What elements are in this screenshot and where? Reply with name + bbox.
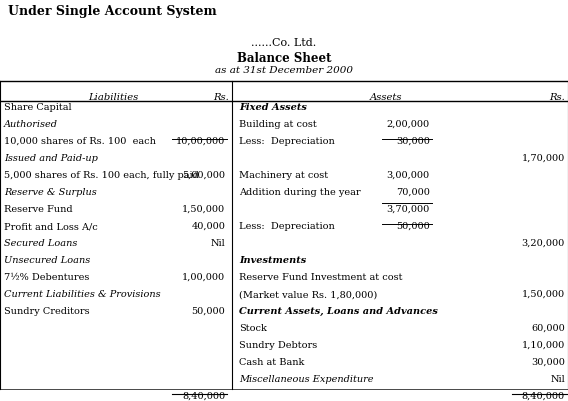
Text: Miscellaneous Expenditure: Miscellaneous Expenditure	[240, 374, 374, 383]
Text: 10,000 shares of Rs. 100  each: 10,000 shares of Rs. 100 each	[4, 137, 156, 146]
Text: Sundry Debtors: Sundry Debtors	[240, 340, 318, 349]
Text: 50,000: 50,000	[191, 306, 225, 315]
Text: 10,00,000: 10,00,000	[176, 137, 225, 146]
Text: Under Single Account System: Under Single Account System	[8, 5, 217, 18]
Text: 40,000: 40,000	[191, 222, 225, 231]
Text: 5,000 shares of Rs. 100 each, fully paid: 5,000 shares of Rs. 100 each, fully paid	[4, 171, 199, 180]
Text: as at 31st December 2000: as at 31st December 2000	[215, 66, 353, 75]
Text: 5,00,000: 5,00,000	[182, 171, 225, 180]
Text: Investments: Investments	[240, 255, 307, 265]
Text: Machinery at cost: Machinery at cost	[240, 171, 328, 180]
Text: 1,10,000: 1,10,000	[521, 340, 565, 349]
Text: 7½% Debentures: 7½% Debentures	[4, 272, 89, 282]
Text: Reserve & Surplus: Reserve & Surplus	[4, 188, 97, 196]
Text: 8,40,000: 8,40,000	[182, 391, 225, 400]
Text: Fixed Assets: Fixed Assets	[240, 103, 307, 112]
Text: ......Co. Ltd.: ......Co. Ltd.	[252, 38, 316, 48]
Text: 1,00,000: 1,00,000	[182, 272, 225, 282]
Text: 2,00,000: 2,00,000	[387, 120, 429, 129]
Text: Sundry Creditors: Sundry Creditors	[4, 306, 90, 315]
Text: 70,000: 70,000	[396, 188, 429, 196]
Text: 1,70,000: 1,70,000	[521, 154, 565, 163]
Text: Nil: Nil	[211, 239, 225, 247]
Text: 30,000: 30,000	[396, 137, 429, 146]
Text: Share Capital: Share Capital	[4, 103, 72, 112]
Text: Less:  Depreciation: Less: Depreciation	[240, 137, 335, 146]
Text: Current Assets, Loans and Advances: Current Assets, Loans and Advances	[240, 306, 438, 315]
Text: Assets: Assets	[370, 93, 403, 102]
Text: Less:  Depreciation: Less: Depreciation	[240, 222, 335, 231]
Text: Unsecured Loans: Unsecured Loans	[4, 255, 90, 265]
Text: Authorised: Authorised	[4, 120, 58, 129]
Text: 60,000: 60,000	[531, 323, 565, 332]
Text: 8,40,000: 8,40,000	[522, 391, 565, 400]
Text: 30,000: 30,000	[531, 357, 565, 366]
Text: 50,000: 50,000	[396, 222, 429, 231]
Text: 3,20,000: 3,20,000	[521, 239, 565, 247]
Text: 3,00,000: 3,00,000	[387, 171, 429, 180]
Text: Building at cost: Building at cost	[240, 120, 317, 129]
Text: Balance Sheet: Balance Sheet	[237, 52, 331, 65]
Text: Cash at Bank: Cash at Bank	[240, 357, 305, 366]
Text: 1,50,000: 1,50,000	[522, 290, 565, 298]
Text: 1,50,000: 1,50,000	[182, 205, 225, 214]
Text: Profit and Loss A/c: Profit and Loss A/c	[4, 222, 98, 231]
Text: Rs.: Rs.	[214, 93, 229, 102]
Text: (Market value Rs. 1,80,000): (Market value Rs. 1,80,000)	[240, 290, 378, 298]
Text: Addition during the year: Addition during the year	[240, 188, 361, 196]
Text: Rs.: Rs.	[549, 93, 565, 102]
Text: Reserve Fund Investment at cost: Reserve Fund Investment at cost	[240, 272, 403, 282]
Text: Secured Loans: Secured Loans	[4, 239, 77, 247]
Text: Stock: Stock	[240, 323, 268, 332]
Text: Reserve Fund: Reserve Fund	[4, 205, 73, 214]
Text: 3,70,000: 3,70,000	[386, 205, 429, 214]
Text: Current Liabilities & Provisions: Current Liabilities & Provisions	[4, 290, 161, 298]
Text: Nil: Nil	[550, 374, 565, 383]
Text: Liabilities: Liabilities	[89, 93, 139, 102]
Text: Issued and Paid-up: Issued and Paid-up	[4, 154, 98, 163]
